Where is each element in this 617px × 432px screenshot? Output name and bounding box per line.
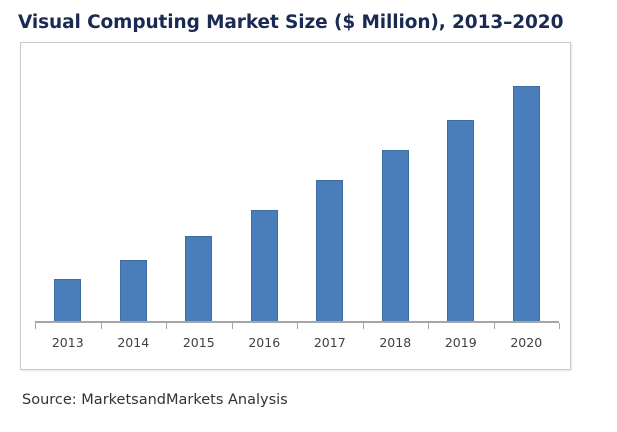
bar[interactable] (119, 260, 147, 321)
x-tick-label: 2014 (117, 334, 150, 350)
x-axis-tick-labels: 2013 2014 2015 2016 2017 2018 2019 2020 (35, 331, 559, 353)
bar[interactable] (447, 120, 475, 321)
plot-inner: 2013 2014 2015 2016 2017 2018 2019 2020 (21, 43, 570, 369)
bar[interactable] (316, 180, 344, 321)
bar[interactable] (185, 236, 213, 321)
bar[interactable] (250, 210, 278, 321)
x-tick-label: 2015 (182, 334, 215, 350)
x-tick-mark (362, 323, 364, 329)
x-tick-mark (231, 323, 233, 329)
x-tick-mark (428, 323, 429, 329)
bar[interactable] (54, 279, 82, 321)
bar-slot (101, 69, 167, 321)
x-axis-ticks (35, 322, 560, 329)
x-tick-mark (35, 323, 36, 329)
bar-slot (232, 69, 298, 321)
bar[interactable] (381, 150, 409, 321)
plot-area: 2013 2014 2015 2016 2017 2018 2019 2020 (20, 42, 571, 370)
bar-slot (428, 69, 494, 321)
bar[interactable] (512, 86, 540, 321)
x-tick-label: 2016 (248, 334, 281, 350)
x-tick-label: 2020 (510, 334, 543, 350)
x-tick-label: 2019 (444, 334, 477, 350)
bar-slot (494, 69, 560, 321)
source-caption: Source: MarketsandMarkets Analysis (22, 392, 288, 408)
bar-slot (363, 69, 429, 321)
x-tick-label: 2018 (379, 334, 412, 350)
page-title: Visual Computing Market Size ($ Million)… (18, 12, 564, 33)
bar-series (35, 69, 559, 321)
x-tick-mark (100, 323, 102, 329)
bar-slot (166, 69, 232, 321)
bar-slot (297, 69, 363, 321)
x-tick-mark (559, 323, 560, 329)
x-tick-label: 2017 (313, 334, 346, 350)
x-tick-mark (297, 323, 298, 329)
bar-slot (35, 69, 101, 321)
x-tick-label: 2013 (51, 334, 84, 350)
x-axis-line (35, 321, 559, 323)
x-tick-mark (493, 323, 495, 329)
x-tick-mark (166, 323, 167, 329)
